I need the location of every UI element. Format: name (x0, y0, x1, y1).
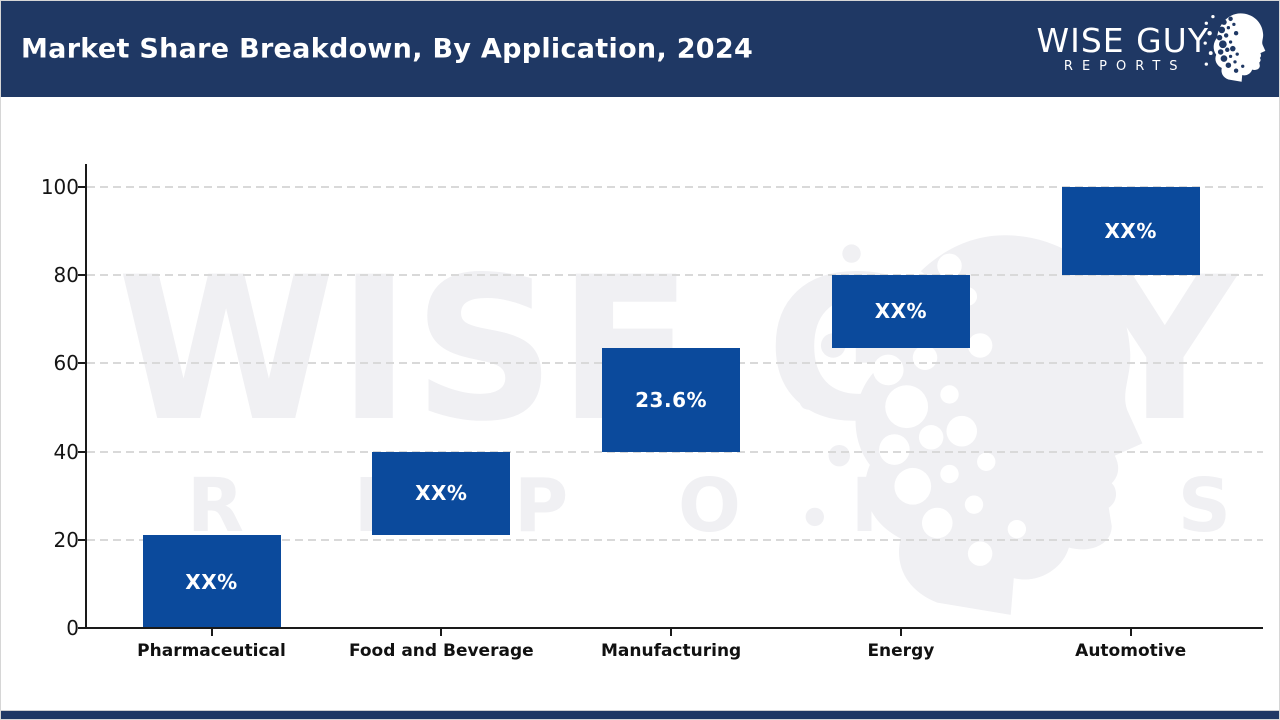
x-tick (670, 629, 673, 636)
y-tick-label: 20 (53, 527, 79, 552)
bar-energy: XX% (831, 275, 970, 348)
x-tick (899, 629, 902, 636)
wiseguy-logo: WISE GUY REPORTS (1036, 7, 1267, 91)
y-tick (78, 627, 85, 629)
y-tick-label: 40 (53, 439, 79, 464)
header-band: Market Share Breakdown, By Application, … (1, 1, 1279, 97)
gridline-20 (87, 538, 1263, 541)
page-title: Market Share Breakdown, By Application, … (21, 33, 754, 65)
x-axis-line (85, 627, 1263, 629)
x-tick-label: Pharmaceutical (137, 641, 286, 661)
x-tick-label: Energy (867, 641, 935, 661)
bottom-divider (1, 710, 1279, 711)
y-tick (78, 362, 85, 365)
x-tick-label: Food and Beverage (348, 641, 534, 661)
y-tick-label: 100 (40, 175, 79, 199)
logo-text: WISE GUY REPORTS (1036, 20, 1209, 75)
logo-wordmark: WISE GUY (1036, 20, 1209, 60)
bar-automotive: XX% (1061, 187, 1200, 276)
y-tick (78, 274, 85, 277)
logo-subtext: REPORTS (1063, 59, 1187, 75)
gridline-40 (87, 450, 1263, 453)
x-tick (1129, 629, 1132, 636)
y-tick (78, 186, 85, 188)
footer-band (1, 711, 1279, 719)
bar-value-label: XX% (185, 569, 238, 594)
bar-value-label: XX% (415, 481, 468, 506)
gridline-100 (87, 186, 1263, 188)
gridline-80 (87, 274, 1263, 277)
bar-value-label: XX% (874, 299, 928, 324)
bar-manufacturing: 23.6% (602, 347, 741, 452)
bar-food-and-beverage: XX% (372, 451, 511, 536)
x-tick-label: Automotive (1075, 641, 1187, 661)
y-tick-label: 0 (66, 616, 79, 640)
y-axis-line (85, 164, 87, 629)
logo-head-icon (1203, 8, 1267, 90)
x-tick (440, 629, 443, 636)
y-tick (78, 538, 85, 541)
bar-value-label: 23.6% (635, 387, 708, 412)
bar-pharmaceutical: XX% (142, 535, 281, 628)
y-tick (78, 450, 85, 453)
y-tick-label: 80 (53, 263, 79, 288)
x-tick (210, 629, 213, 636)
y-tick-label: 60 (53, 351, 79, 376)
watermark-head-icon (759, 223, 1189, 625)
x-tick-label: Manufacturing (600, 641, 742, 661)
bar-value-label: XX% (1104, 219, 1157, 244)
